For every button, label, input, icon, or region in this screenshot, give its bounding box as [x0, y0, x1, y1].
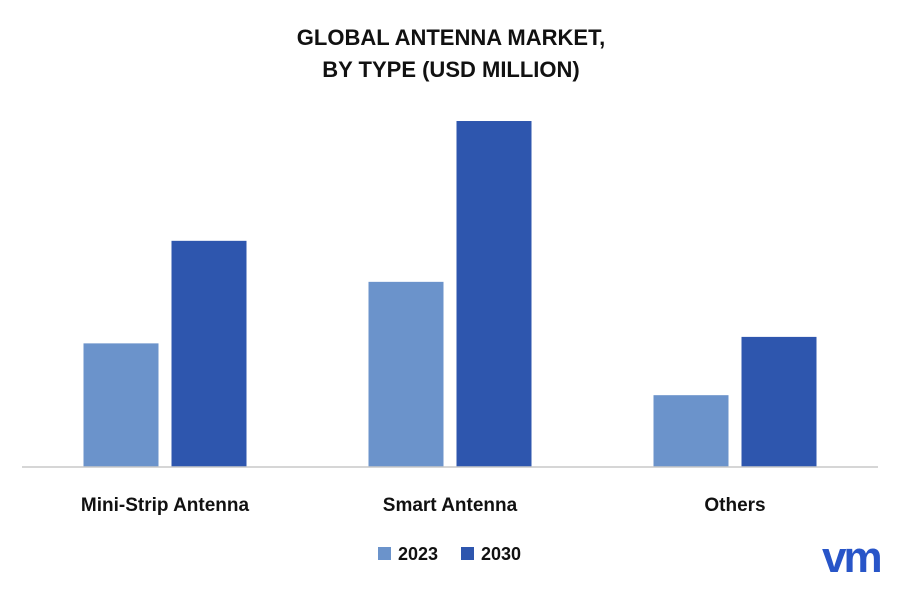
legend-label-2030: 2030	[481, 544, 521, 564]
brand-logo: vm	[822, 533, 880, 582]
legend-swatch-2023	[378, 547, 391, 560]
bar-2023-others	[652, 394, 730, 468]
category-label: Smart Antenna	[383, 495, 518, 516]
bar-2030-others	[740, 335, 818, 468]
category-label: Others	[704, 495, 765, 516]
chart-title-line-1: GLOBAL ANTENNA MARKET,	[297, 25, 605, 50]
bar-2030-mini-strip-antenna	[170, 239, 248, 468]
bar-2023-mini-strip-antenna	[82, 342, 160, 468]
bar-2030-smart-antenna	[455, 120, 533, 468]
category-label: Mini-Strip Antenna	[81, 495, 250, 516]
legend-swatch-2030	[461, 547, 474, 560]
legend: 2023 2030	[378, 544, 521, 564]
category-labels: Mini-Strip Antenna Smart Antenna Others	[81, 495, 766, 516]
chart-title-line-2: BY TYPE (USD MILLION)	[322, 57, 580, 82]
legend-label-2023: 2023	[398, 544, 438, 564]
bars-group	[82, 120, 818, 468]
bar-2023-smart-antenna	[367, 280, 445, 468]
